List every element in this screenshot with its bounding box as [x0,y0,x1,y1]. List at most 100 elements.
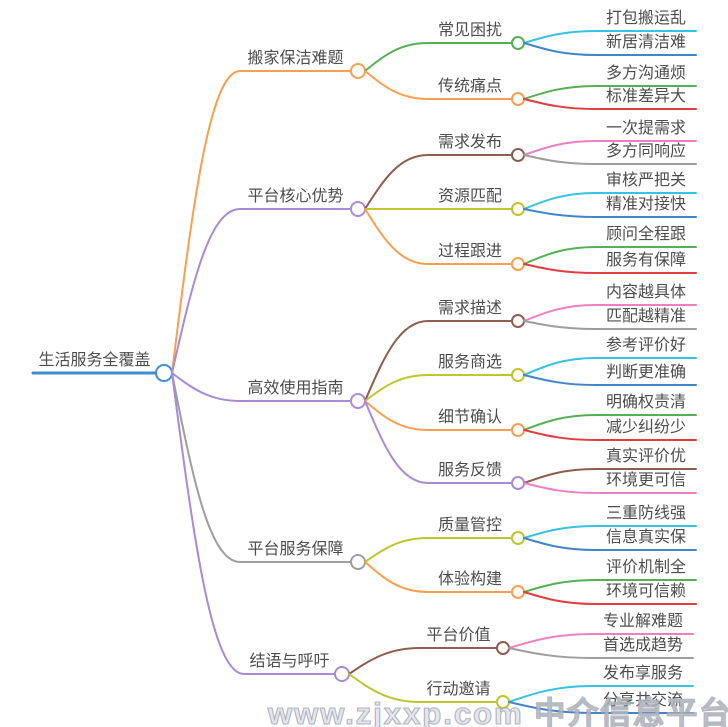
mindmap-node-connector-circle[interactable] [511,368,525,382]
mindmap-edge [364,537,429,563]
mindmap-subtopic-node[interactable]: 服务商选 [437,354,503,371]
mindmap-edge [171,208,241,374]
mindmap-edge [523,42,597,56]
mindmap-edge [523,482,597,494]
mindmap-edge [348,647,421,675]
mindmap-edge [523,30,597,44]
mindmap-edge [508,647,594,659]
mindmap-subtopic-node[interactable]: 平台价值 [426,627,491,644]
mindmap-edge [523,208,597,218]
mindmap-node-connector-circle[interactable] [511,423,525,437]
mindmap-edge [171,372,245,675]
mindmap-edge [523,246,597,265]
mindmap-leaf-node[interactable]: 分享共交流 [602,692,684,709]
mindmap-leaf-node[interactable]: 参考评价好 [605,337,687,354]
mindmap-leaf-node[interactable]: 多方沟通烦 [605,65,687,82]
mindmap-node-connector-circle[interactable] [511,257,525,271]
mindmap-edge [523,525,597,539]
mindmap-leaf-node[interactable]: 匹配越精准 [605,308,687,325]
mindmap-node-connector-circle[interactable] [334,666,350,682]
mindmap-leaf-node[interactable]: 多方同响应 [605,143,687,160]
mindmap-leaf-node[interactable]: 减少纠纷少 [605,419,687,436]
mindmap-topic-node[interactable]: 搬家保洁难题 [247,50,344,67]
mindmap-subtopic-node[interactable]: 行动邀请 [426,681,491,698]
mindmap-leaf-node[interactable]: 信息真实保 [605,529,687,546]
mindmap-leaf-node[interactable]: 标准差异大 [605,88,687,105]
mindmap-node-connector-circle[interactable] [511,92,525,106]
mindmap-topic-node[interactable]: 高效使用指南 [247,380,344,397]
mindmap-subtopic-node[interactable]: 体验构建 [437,571,503,588]
mindmap-node-connector-circle[interactable] [511,202,525,216]
mindmap-edge [523,85,597,100]
mindmap-subtopic-node[interactable]: 常见困扰 [437,22,503,39]
mindmap-leaf-node[interactable]: 专业解难题 [602,613,684,630]
mindmap-node-connector-circle[interactable] [511,476,525,490]
mindmap-node-connector-circle[interactable] [350,63,366,79]
mindmap-edge [523,320,597,330]
mindmap-leaf-node[interactable]: 环境可信赖 [605,583,687,600]
mindmap-subtopic-node[interactable]: 细节确认 [437,409,503,426]
mindmap-node-connector-circle[interactable] [511,36,525,50]
mindmap-leaf-node[interactable]: 审核严把关 [605,172,687,189]
mindmap-leaf-node[interactable]: 真实评价优 [605,448,687,465]
mindmap-edge [523,154,597,165]
mindmap-node-connector-circle[interactable] [511,585,525,599]
mindmap-edge [523,192,597,210]
mindmap-leaf-node[interactable]: 顾问全程跟 [605,226,687,243]
mindmap-leaf-node[interactable]: 首选成趋势 [602,637,684,654]
mindmap-node-connector-circle[interactable] [496,695,510,709]
mindmap-node-connector-circle[interactable] [350,393,366,409]
mindmap-subtopic-node[interactable]: 质量管控 [437,517,503,534]
mindmap-edge [523,98,597,110]
mindmap-leaf-node[interactable]: 环境更可信 [605,472,687,489]
mindmap-leaf-node[interactable]: 一次提需求 [605,120,687,137]
mindmap-leaf-node[interactable]: 打包搬运乱 [605,10,687,27]
mindmap-subtopic-node[interactable]: 资源匹配 [437,188,503,205]
mindmap-leaf-node[interactable]: 评价机制全 [605,559,687,576]
mindmap-edge [364,400,429,484]
mindmap-leaf-node[interactable]: 发布享服务 [602,665,684,682]
mindmap-edge [523,591,597,605]
mindmap-node-connector-circle[interactable] [496,641,510,655]
mindmap-node-connector-circle[interactable] [155,364,173,382]
mindmap-edge [523,304,597,322]
mindmap-node-connector-circle[interactable] [511,314,525,328]
mindmap-edge [171,70,241,374]
mindmap-leaf-node[interactable]: 服务有保障 [605,252,687,269]
mindmap-subtopic-node[interactable]: 需求发布 [437,134,503,151]
mindmap-leaf-node[interactable]: 精准对接快 [605,196,687,213]
mindmap-topic-node[interactable]: 平台核心优势 [247,188,344,205]
mindmap-node-connector-circle[interactable] [511,148,525,162]
mindmap-subtopic-node[interactable]: 传统痛点 [437,78,503,95]
mindmap-leaf-node[interactable]: 新居清洁难 [605,34,687,51]
mindmap-edge [364,42,429,72]
mindmap-edge [364,320,429,402]
mindmap-node-connector-circle[interactable] [350,201,366,217]
mindmap-edge [523,140,597,156]
mindmap-node-connector-circle[interactable] [350,554,366,570]
mindmap-root-node[interactable]: 生活服务全覆盖 [38,352,151,369]
mindmap-edge [523,263,597,274]
mindmap-edge [508,685,594,703]
mindmap-leaf-node[interactable]: 内容越具体 [605,284,687,301]
mindmap-edge [364,154,429,210]
mindmap-topic-node[interactable]: 结语与呼吁 [249,653,330,670]
mindmap-subtopic-node[interactable]: 过程跟进 [437,243,503,260]
mindmap-edge [171,372,241,402]
mindmap-leaf-node[interactable]: 判断更准确 [605,364,687,381]
mindmap-edge [348,673,421,703]
mindmap-leaf-node[interactable]: 三重防线强 [605,505,687,522]
mindmap-node-connector-circle[interactable] [511,531,525,545]
mindmap-edge [508,633,594,649]
mindmap-edge [523,414,597,431]
mindmap-subtopic-node[interactable]: 需求描述 [437,300,503,317]
mindmap-edge [364,561,429,593]
mindmap-edge [364,70,429,100]
mindmap-topic-node[interactable]: 平台服务保障 [247,541,344,558]
mindmap-edge [523,357,597,376]
mindmap-edge [364,208,429,265]
mindmap-edge [523,537,597,551]
mindmap-subtopic-node[interactable]: 服务反馈 [437,462,503,479]
mindmap-leaf-node[interactable]: 明确权责清 [605,394,687,411]
